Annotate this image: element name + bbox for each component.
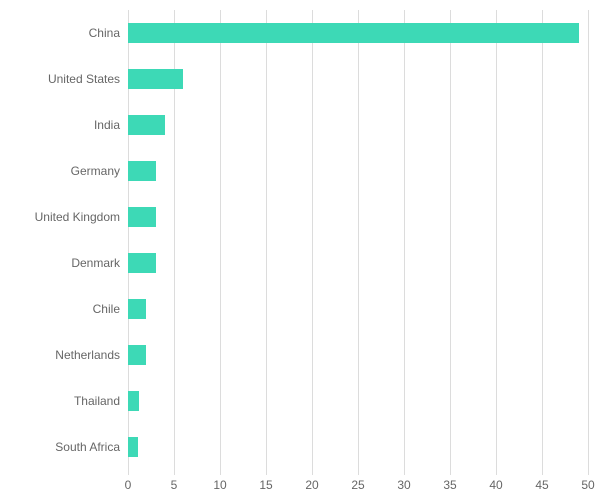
bar-chart: China United States India Germany United Kin… [0,0,600,500]
bar [128,299,146,318]
y-axis-category-label: Thailand [74,394,120,408]
x-tick [496,470,497,475]
bar [128,69,183,88]
y-axis-category-label: Denmark [71,256,120,270]
bar [128,437,138,456]
x-tick [220,470,221,475]
gridline [312,10,313,470]
x-tick [542,470,543,475]
y-axis-category-label: Germany [71,164,120,178]
gridline [588,10,589,470]
y-axis-category-label: Chile [93,302,120,316]
x-axis-tick-label: 50 [581,478,594,492]
x-axis-tick-label: 25 [351,478,364,492]
bar [128,161,156,180]
y-axis-category-label: Netherlands [55,348,120,362]
x-tick [358,470,359,475]
x-tick [588,470,589,475]
bar [128,391,139,410]
x-tick [128,470,129,475]
y-axis-category-label: United Kingdom [35,210,120,224]
gridline [404,10,405,470]
gridline [496,10,497,470]
x-axis-tick-label: 5 [171,478,178,492]
x-axis-tick-label: 45 [535,478,548,492]
plot-area [128,10,588,470]
x-axis-tick-label: 40 [489,478,502,492]
gridline [266,10,267,470]
y-axis-category-label: South Africa [55,440,120,454]
x-axis-tick-label: 0 [125,478,132,492]
gridline [542,10,543,470]
x-axis-tick-label: 30 [397,478,410,492]
x-axis-tick-label: 15 [259,478,272,492]
bar [128,207,156,226]
y-axis-category-label: China [89,26,120,40]
x-axis-tick-label: 20 [305,478,318,492]
x-tick [266,470,267,475]
x-tick [404,470,405,475]
bar [128,345,146,364]
x-tick [312,470,313,475]
bar [128,23,579,42]
y-axis-category-label: India [94,118,120,132]
gridline [450,10,451,470]
x-tick [174,470,175,475]
y-axis-category-label: United States [48,72,120,86]
x-tick [450,470,451,475]
bar [128,253,156,272]
gridline [358,10,359,470]
bar [128,115,165,134]
gridline [220,10,221,470]
x-axis-tick-label: 10 [213,478,226,492]
x-axis-tick-label: 35 [443,478,456,492]
